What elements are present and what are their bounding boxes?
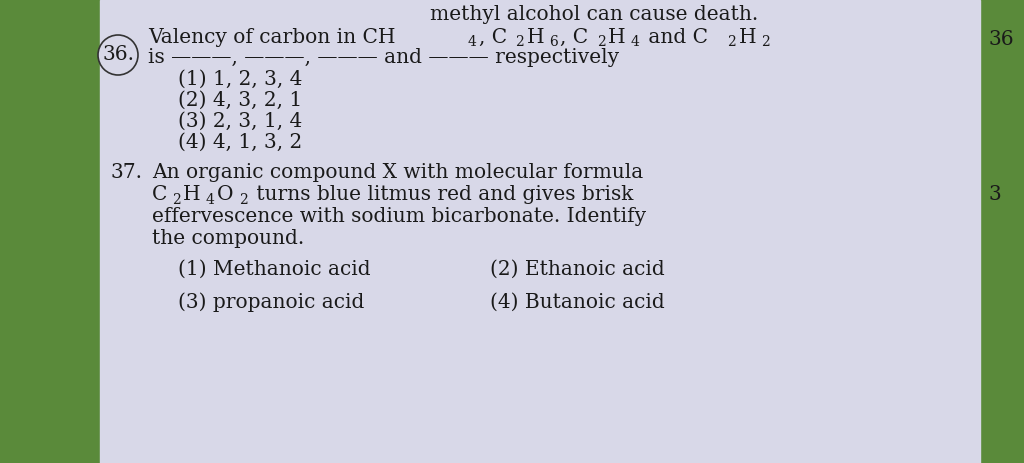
Text: 2: 2 bbox=[172, 193, 180, 206]
Text: H: H bbox=[608, 28, 626, 47]
Text: C: C bbox=[152, 185, 167, 204]
Text: 2: 2 bbox=[762, 36, 770, 50]
Text: H: H bbox=[526, 28, 544, 47]
Text: (2) Ethanoic acid: (2) Ethanoic acid bbox=[490, 260, 665, 279]
Text: (4) 4, 1, 3, 2: (4) 4, 1, 3, 2 bbox=[178, 133, 302, 152]
Text: (3) 2, 3, 1, 4: (3) 2, 3, 1, 4 bbox=[178, 112, 302, 131]
Text: O: O bbox=[217, 185, 233, 204]
Text: 4: 4 bbox=[631, 36, 640, 50]
Text: 2: 2 bbox=[239, 193, 248, 206]
Text: H: H bbox=[738, 28, 757, 47]
Bar bbox=[100, 0, 980, 463]
Text: 2: 2 bbox=[727, 36, 736, 50]
Text: 37.: 37. bbox=[110, 163, 142, 182]
Text: 6: 6 bbox=[549, 36, 558, 50]
Text: turns blue litmus red and gives brisk: turns blue litmus red and gives brisk bbox=[250, 185, 633, 204]
Text: , C: , C bbox=[560, 28, 589, 47]
Text: effervescence with sodium bicarbonate. Identify: effervescence with sodium bicarbonate. I… bbox=[152, 207, 646, 226]
Text: 36: 36 bbox=[988, 30, 1014, 49]
Text: 4: 4 bbox=[467, 36, 476, 50]
Text: 4: 4 bbox=[206, 193, 215, 206]
Text: 2: 2 bbox=[597, 36, 605, 50]
Text: is ———, ———, ——— and ——— respectively: is ———, ———, ——— and ——— respectively bbox=[148, 48, 620, 67]
Text: 3: 3 bbox=[988, 185, 1000, 204]
Text: An organic compound X with molecular formula: An organic compound X with molecular for… bbox=[152, 163, 643, 182]
Circle shape bbox=[98, 35, 138, 75]
Text: and C: and C bbox=[642, 28, 709, 47]
Text: (2) 4, 3, 2, 1: (2) 4, 3, 2, 1 bbox=[178, 91, 302, 110]
Text: 36.: 36. bbox=[102, 45, 134, 64]
Text: (1) Methanoic acid: (1) Methanoic acid bbox=[178, 260, 371, 279]
Text: (3) propanoic acid: (3) propanoic acid bbox=[178, 292, 365, 312]
Text: methyl alcohol can cause death.: methyl alcohol can cause death. bbox=[430, 5, 758, 24]
Text: (1) 1, 2, 3, 4: (1) 1, 2, 3, 4 bbox=[178, 70, 302, 89]
Text: 2: 2 bbox=[515, 36, 524, 50]
Text: (4) Butanoic acid: (4) Butanoic acid bbox=[490, 293, 665, 312]
Text: H: H bbox=[183, 185, 201, 204]
Text: , C: , C bbox=[479, 28, 507, 47]
Text: Valency of carbon in CH: Valency of carbon in CH bbox=[148, 28, 395, 47]
Text: the compound.: the compound. bbox=[152, 229, 304, 248]
